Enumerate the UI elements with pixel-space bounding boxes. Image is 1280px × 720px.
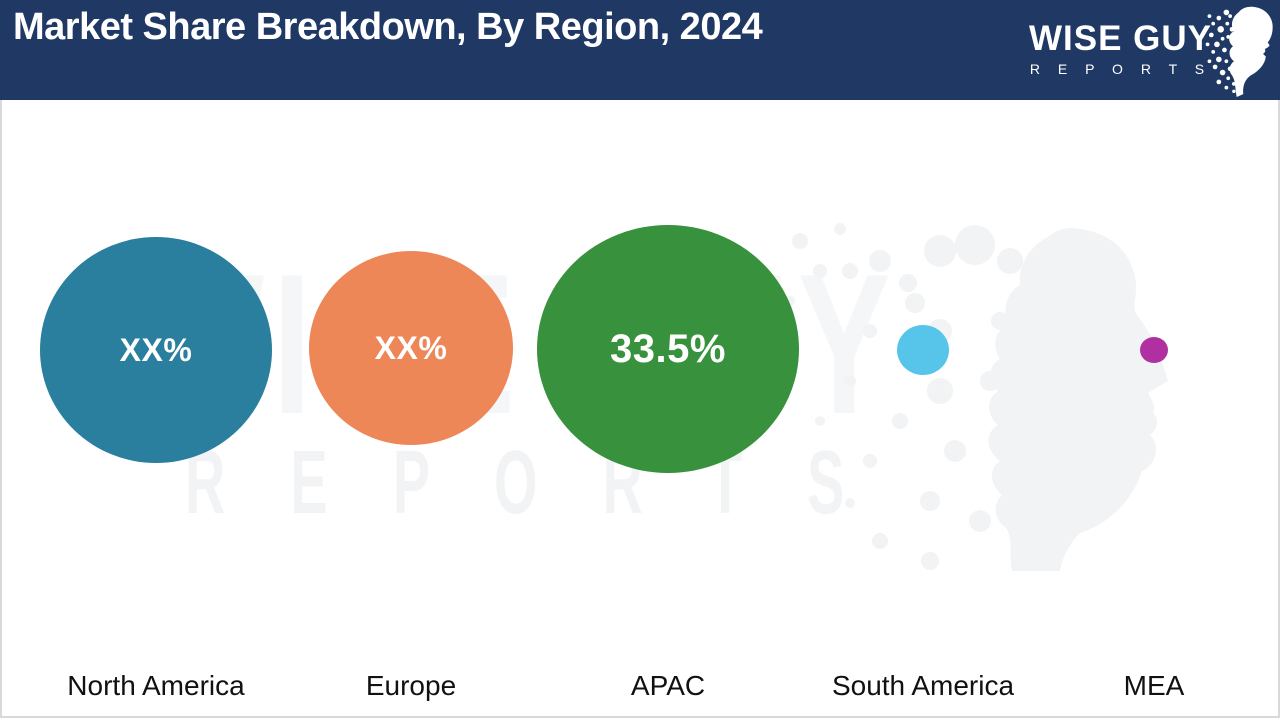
chart-area: WISE GUY R E P O R T S XX% XX% <box>0 100 1280 718</box>
category-label-south-america: South America <box>831 670 1015 701</box>
bubble-europe: XX% <box>309 251 513 445</box>
bubble-apac: 33.5% <box>537 225 799 473</box>
brand-logo: WISE GUY R E P O R T S <box>1028 19 1212 77</box>
logo-subtitle: R E P O R T S <box>1029 60 1212 77</box>
page-title: Market Share Breakdown, By Region, 2024 <box>13 6 763 48</box>
category-label-europe: Europe <box>365 670 457 701</box>
logo-head-icon <box>1205 6 1273 97</box>
watermark-subtitle: R E P O R T S <box>185 433 870 533</box>
bubble-value-label: XX% <box>119 331 193 368</box>
watermark-head-graphic <box>785 223 1168 571</box>
bubble-north-america: XX% <box>40 237 272 463</box>
category-label-mea: MEA <box>1123 670 1185 701</box>
bubble-south-america <box>897 325 949 375</box>
category-label-north-america: North America <box>67 670 245 701</box>
category-label-apac: APAC <box>630 670 706 701</box>
logo-wordmark: WISE GUY <box>1028 19 1212 58</box>
header-bar: Market Share Breakdown, By Region, 2024 … <box>0 0 1280 100</box>
bubble-value-label: 33.5% <box>610 326 726 371</box>
bubble-value-label: XX% <box>374 329 448 366</box>
bubble-mea <box>1140 337 1168 363</box>
